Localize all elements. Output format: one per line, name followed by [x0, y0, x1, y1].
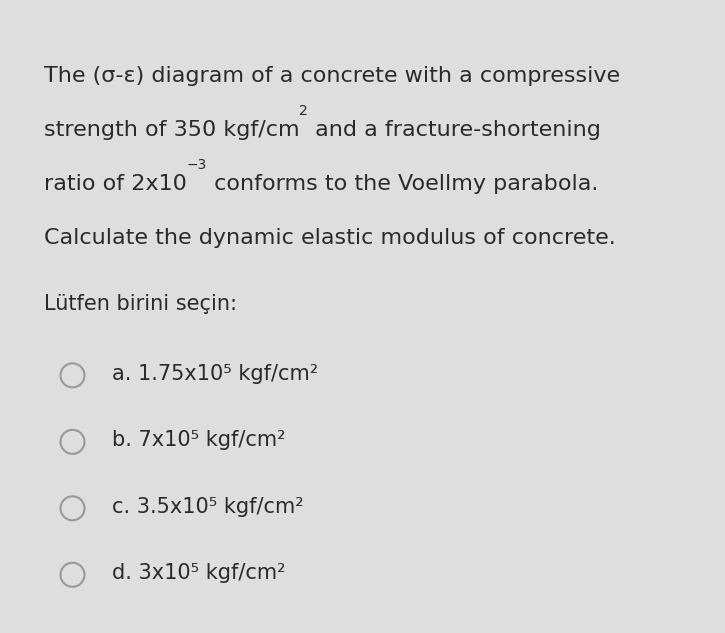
Text: d. 3x10⁵ kgf/cm²: d. 3x10⁵ kgf/cm² — [112, 563, 286, 584]
Text: and a fracture-shortening: and a fracture-shortening — [308, 120, 601, 141]
Text: a. 1.75x10⁵ kgf/cm²: a. 1.75x10⁵ kgf/cm² — [112, 364, 318, 384]
Text: The (σ-ε) diagram of a concrete with a compressive: The (σ-ε) diagram of a concrete with a c… — [44, 66, 620, 87]
Text: ratio of 2x10: ratio of 2x10 — [44, 174, 186, 194]
Text: b. 7x10⁵ kgf/cm²: b. 7x10⁵ kgf/cm² — [112, 430, 286, 451]
Text: Calculate the dynamic elastic modulus of concrete.: Calculate the dynamic elastic modulus of… — [44, 228, 616, 248]
Text: conforms to the Voellmy parabola.: conforms to the Voellmy parabola. — [207, 174, 598, 194]
Text: 2: 2 — [299, 104, 308, 118]
Text: strength of 350 kgf/cm: strength of 350 kgf/cm — [44, 120, 299, 141]
Text: −3: −3 — [186, 158, 207, 172]
Text: Lütfen birini seçin:: Lütfen birini seçin: — [44, 294, 236, 315]
Text: c. 3.5x10⁵ kgf/cm²: c. 3.5x10⁵ kgf/cm² — [112, 497, 304, 517]
